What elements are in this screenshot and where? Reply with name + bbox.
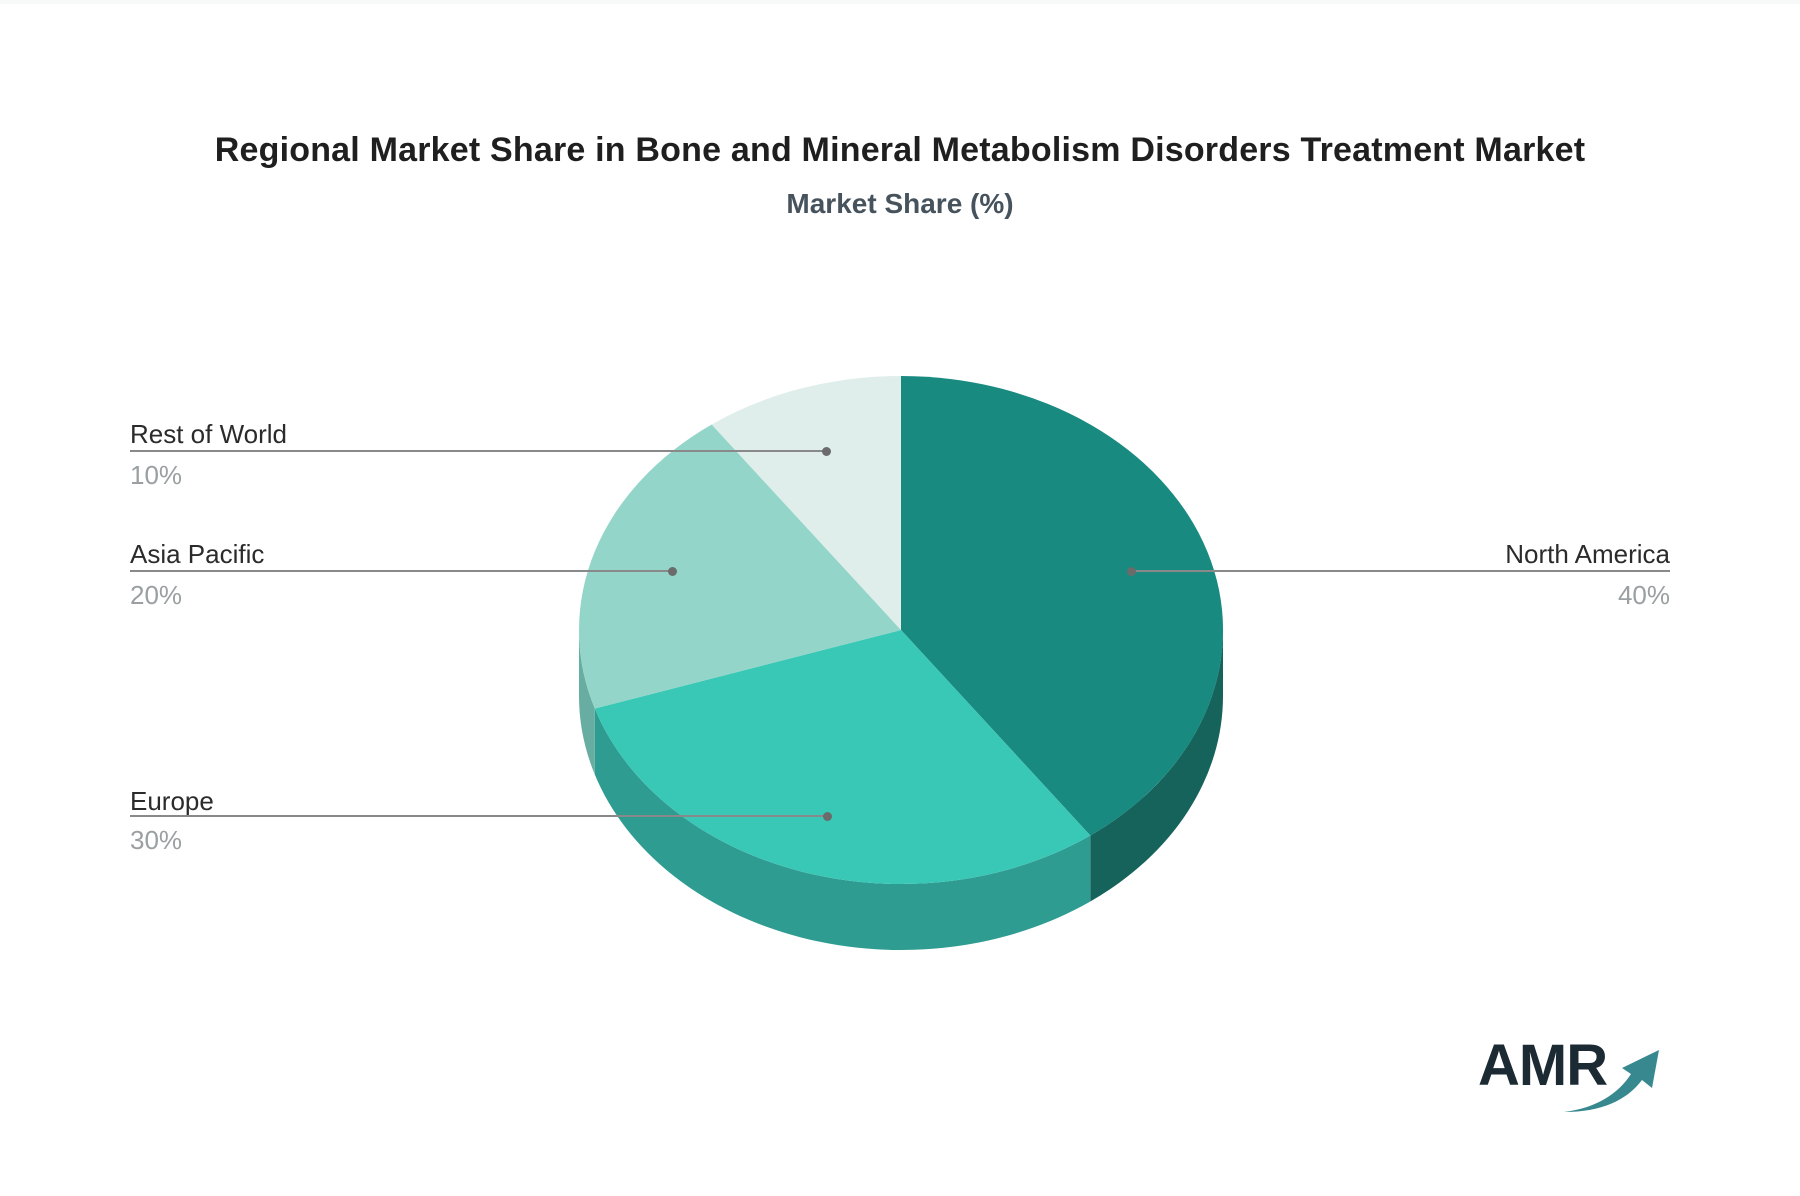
callout-leader-line-europe bbox=[130, 815, 827, 817]
callout-label-north-america: North America bbox=[1505, 539, 1670, 569]
chart-subtitle: Market Share (%) bbox=[786, 188, 1014, 219]
callout-label-asia-pacific: Asia Pacific bbox=[130, 539, 265, 569]
callout-leader-line-rest-of-world bbox=[130, 450, 826, 452]
pie-slice-north-america-side[interactable] bbox=[1090, 630, 1223, 902]
callout-leader-line-asia-pacific bbox=[130, 570, 672, 572]
callout-dot-north-america bbox=[1127, 567, 1136, 576]
callout-dot-asia-pacific bbox=[668, 567, 677, 576]
amr-logo-text: AMR bbox=[1478, 1033, 1608, 1098]
pie-slice-rest-of-world[interactable] bbox=[711, 376, 901, 630]
callout-label-rest-of-world: Rest of World bbox=[130, 419, 288, 449]
amr-logo: AMR bbox=[1478, 1032, 1678, 1122]
top-strip bbox=[0, 0, 1800, 4]
callout-dot-rest-of-world bbox=[822, 447, 831, 456]
callout-value-rest-of-world: 10% bbox=[130, 460, 183, 490]
pie-slice-north-america[interactable] bbox=[901, 376, 1224, 836]
callout-value-europe: 30% bbox=[130, 825, 183, 855]
amr-logo-arrow-icon bbox=[1564, 1050, 1659, 1112]
pie-slice-europe-side[interactable] bbox=[594, 708, 1091, 951]
chart-title: Regional Market Share in Bone and Minera… bbox=[214, 131, 1586, 169]
pie-slice-asia-pacific-side[interactable] bbox=[579, 630, 595, 775]
callout-leader-line-north-america bbox=[1131, 570, 1670, 572]
pie-slice-europe[interactable] bbox=[594, 630, 1091, 885]
pie-slice-asia-pacific[interactable] bbox=[579, 424, 901, 709]
callout-value-asia-pacific: 20% bbox=[130, 580, 183, 610]
callout-label-europe: Europe bbox=[130, 786, 214, 816]
callout-value-north-america: 40% bbox=[1617, 580, 1670, 610]
callout-dot-europe bbox=[823, 812, 832, 821]
